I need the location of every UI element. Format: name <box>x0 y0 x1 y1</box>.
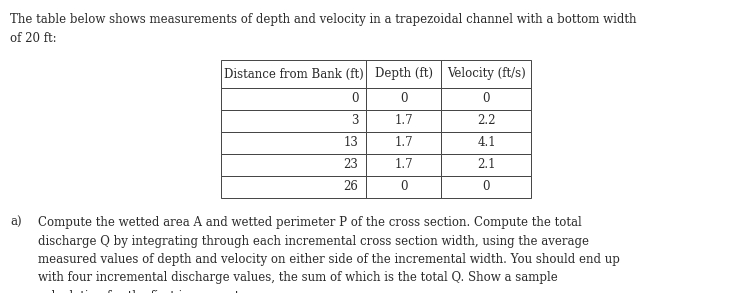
Text: Compute the wetted area A and wetted perimeter P of the cross section. Compute t: Compute the wetted area A and wetted per… <box>38 216 620 293</box>
Text: a): a) <box>10 216 22 229</box>
Bar <box>367 60 441 88</box>
Bar <box>221 176 367 198</box>
Text: The table below shows measurements of depth and velocity in a trapezoidal channe: The table below shows measurements of de… <box>10 13 636 45</box>
Bar <box>367 176 441 198</box>
Text: 1.7: 1.7 <box>395 159 413 171</box>
Bar <box>221 154 367 176</box>
Bar <box>221 110 367 132</box>
Text: 2.2: 2.2 <box>477 115 495 127</box>
Text: 4.1: 4.1 <box>477 137 495 149</box>
Text: 1.7: 1.7 <box>395 137 413 149</box>
Bar <box>441 132 532 154</box>
Bar <box>441 60 532 88</box>
Text: Depth (ft): Depth (ft) <box>375 67 433 81</box>
Text: 3: 3 <box>351 115 358 127</box>
Bar <box>441 176 532 198</box>
Text: 2.1: 2.1 <box>477 159 495 171</box>
Text: 0: 0 <box>483 93 490 105</box>
Text: 0: 0 <box>401 180 408 193</box>
Bar <box>221 60 367 88</box>
Text: 26: 26 <box>343 180 358 193</box>
Bar <box>367 88 441 110</box>
Bar <box>221 132 367 154</box>
Bar <box>221 88 367 110</box>
Text: Distance from Bank (ft): Distance from Bank (ft) <box>224 67 364 81</box>
Text: Velocity (ft/s): Velocity (ft/s) <box>447 67 526 81</box>
Bar <box>367 154 441 176</box>
Text: 0: 0 <box>483 180 490 193</box>
Bar <box>367 110 441 132</box>
Text: 0: 0 <box>401 93 408 105</box>
Bar <box>441 88 532 110</box>
Text: 13: 13 <box>343 137 358 149</box>
Text: 23: 23 <box>343 159 358 171</box>
Bar <box>441 154 532 176</box>
Text: 1.7: 1.7 <box>395 115 413 127</box>
Bar <box>367 132 441 154</box>
Text: 0: 0 <box>351 93 358 105</box>
Bar <box>441 110 532 132</box>
